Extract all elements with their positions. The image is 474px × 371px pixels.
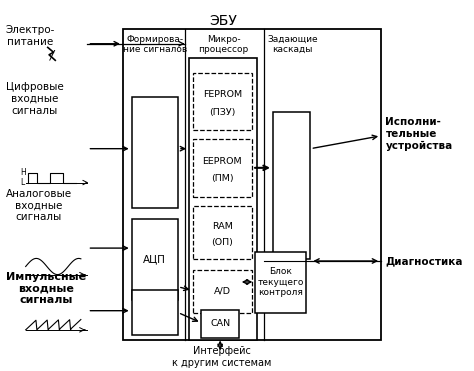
Bar <box>192 139 252 197</box>
Bar <box>132 219 178 300</box>
Bar <box>273 112 310 259</box>
Text: FEPROM: FEPROM <box>203 91 242 99</box>
Text: Цифровые
входные
сигналы: Цифровые входные сигналы <box>6 82 64 116</box>
Text: Электро-
питание: Электро- питание <box>6 25 55 47</box>
Bar <box>192 206 252 259</box>
Bar <box>132 290 178 335</box>
Text: Блок
текущего
контроля: Блок текущего контроля <box>257 267 304 297</box>
Text: ЭБУ: ЭБУ <box>210 14 237 28</box>
Text: Аналоговые
входные
сигналы: Аналоговые входные сигналы <box>6 189 72 222</box>
Text: Интерфейс
к другим системам: Интерфейс к другим системам <box>173 346 272 368</box>
Text: L: L <box>20 178 24 187</box>
Bar <box>123 29 381 340</box>
Text: Импульсные
входные
сигналы: Импульсные входные сигналы <box>6 272 86 305</box>
Bar <box>201 310 239 338</box>
Text: Формирова-
ние сигналов: Формирова- ние сигналов <box>123 35 187 54</box>
Text: Диагностика: Диагностика <box>385 256 463 266</box>
Text: Задающие
каскады: Задающие каскады <box>267 35 318 54</box>
Text: /: / <box>50 48 55 61</box>
Bar <box>189 59 257 340</box>
Text: (ПЗУ): (ПЗУ) <box>209 108 236 116</box>
Text: RAM: RAM <box>212 221 233 230</box>
Text: A/D: A/D <box>214 287 231 296</box>
Text: Микро-
процессор: Микро- процессор <box>198 35 248 54</box>
Text: H: H <box>20 168 26 177</box>
Bar <box>192 73 252 130</box>
Text: EEPROM: EEPROM <box>202 157 242 166</box>
Text: (ПМ): (ПМ) <box>211 174 234 183</box>
Text: АЦП: АЦП <box>143 254 166 264</box>
Bar <box>132 97 178 208</box>
Text: CAN: CAN <box>210 319 230 328</box>
Bar <box>192 270 252 312</box>
Bar <box>255 252 306 312</box>
Text: Исполни-
тельные
устройства: Исполни- тельные устройства <box>385 117 453 151</box>
Text: (ОП): (ОП) <box>211 237 233 247</box>
